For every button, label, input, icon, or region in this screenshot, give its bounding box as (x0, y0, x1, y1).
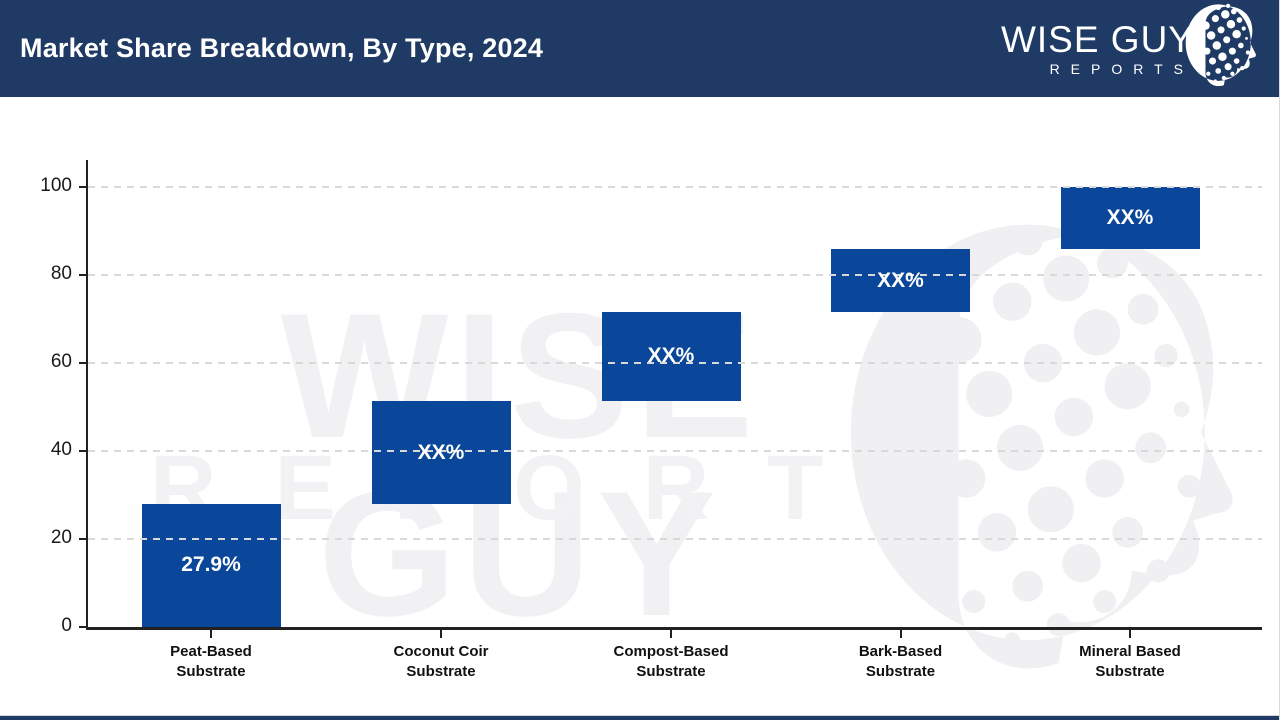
y-axis-line (86, 160, 88, 630)
x-axis-tick-mark (899, 630, 902, 638)
y-axis-tick-label: 0 (61, 615, 72, 636)
category-label-line: Substrate (636, 663, 706, 680)
bar-value-label: XX% (1106, 206, 1154, 229)
y-axis-tick-label: 100 (40, 175, 72, 196)
category-label-line: Substrate (865, 663, 936, 680)
logo-text: WISE GUY REPORTS (1001, 21, 1194, 76)
y-axis-tick-mark (79, 450, 87, 452)
category-label-line: Peat-Based (170, 643, 252, 660)
y-axis-tick-mark (79, 186, 87, 188)
bottom-border-line (0, 715, 1279, 716)
y-axis-tick-label: 40 (50, 439, 72, 460)
gridline (88, 186, 1262, 188)
category-label-line: Substrate (1095, 663, 1165, 680)
bar-value-label: 27.9% (181, 553, 241, 577)
x-axis-category-label: Coconut Coir Substrate (331, 642, 551, 682)
y-axis-tick-mark (79, 626, 87, 628)
page-title: Market Share Breakdown, By Type, 2024 (20, 33, 544, 63)
category-label-line: Coconut Coir (393, 643, 489, 660)
logo-name: WISE GUY (1000, 19, 1194, 60)
x-axis-tick-mark (440, 630, 442, 638)
y-axis-tick-mark (79, 274, 87, 276)
x-axis-category-label: Bark-Based Substrate (791, 642, 1011, 682)
category-label-line: Substrate (176, 663, 246, 680)
x-axis-category-label: Mineral Based Substrate (1020, 642, 1240, 682)
y-axis-tick-label: 20 (50, 527, 72, 548)
x-axis-category-label: Peat-Based Substrate (101, 642, 321, 682)
bar-segment (601, 311, 741, 401)
y-axis-tick-mark (79, 362, 87, 364)
category-label-line: Mineral Based (1079, 643, 1181, 660)
x-axis-tick-mark (210, 630, 212, 638)
x-axis-tick-mark (1129, 630, 1131, 638)
y-axis-tick-label: 80 (50, 263, 72, 284)
category-label-line: Compost-Based (613, 643, 729, 660)
bar-segment (141, 504, 281, 627)
x-axis-category-label: Compost-Based Substrate (561, 642, 781, 682)
bar-value-label: XX% (417, 440, 465, 464)
logo-tagline: REPORTS (1049, 61, 1194, 77)
bar-value-label: XX% (877, 268, 924, 292)
x-axis-line (86, 627, 1262, 630)
header-bar: Market Share Breakdown, By Type, 2024 WI… (0, 0, 1279, 97)
wise-guy-logo: WISE GUY REPORTS (1001, 3, 1274, 95)
bar-segment (371, 400, 511, 505)
gridline (88, 538, 1262, 540)
category-label-line: Bark-Based (858, 643, 943, 660)
footer-accent-bar (0, 716, 1279, 720)
logo-head-icon (1185, 3, 1256, 86)
bar-value-label: XX% (647, 343, 695, 367)
y-axis-tick-mark (79, 538, 87, 540)
category-label-line: Substrate (406, 663, 476, 680)
gridline (88, 274, 1262, 276)
x-axis-tick-mark (670, 630, 672, 638)
gridline (88, 450, 1262, 452)
gridline (88, 362, 1262, 364)
y-axis-tick-label: 60 (50, 351, 72, 372)
